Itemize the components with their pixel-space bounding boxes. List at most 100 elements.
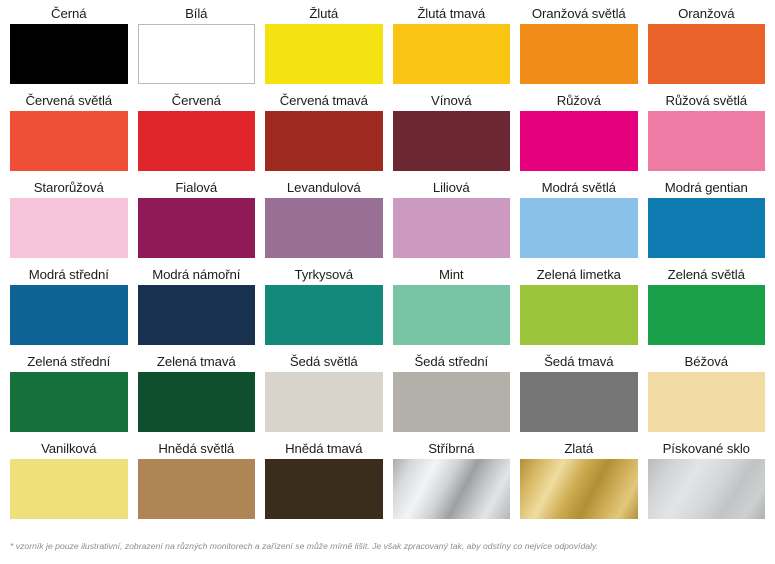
swatch-label: Šedá tmavá — [544, 354, 614, 369]
swatch-label: Oranžová světlá — [531, 6, 626, 21]
swatch-label: Hnědá tmavá — [285, 441, 363, 456]
swatch-chip[interactable] — [10, 459, 128, 519]
swatch-cell[interactable]: Červená — [137, 91, 255, 178]
swatch-cell[interactable]: Zelená tmavá — [137, 352, 255, 439]
swatch-chip[interactable] — [10, 372, 128, 432]
swatch-chip[interactable] — [520, 459, 638, 519]
swatch-cell[interactable]: Hnědá tmavá — [265, 439, 383, 526]
swatch-chip[interactable] — [647, 24, 765, 84]
swatch-cell[interactable]: Růžová světlá — [647, 91, 765, 178]
swatch-label: Zelená střední — [27, 354, 111, 369]
swatch-cell[interactable]: Červená tmavá — [265, 91, 383, 178]
swatch-chip[interactable] — [10, 111, 128, 171]
swatch-chip[interactable] — [137, 111, 255, 171]
swatch-cell[interactable]: Růžová — [520, 91, 638, 178]
swatch-chip[interactable] — [10, 24, 128, 84]
swatch-cell[interactable]: Fialová — [137, 178, 255, 265]
swatch-chip[interactable] — [647, 198, 765, 258]
swatch-chip[interactable] — [265, 24, 383, 84]
swatch-chip[interactable] — [392, 24, 510, 84]
swatch-label: Fialová — [175, 180, 218, 195]
swatch-chip[interactable] — [137, 372, 255, 432]
swatch-cell[interactable]: Liliová — [392, 178, 510, 265]
swatch-chip[interactable] — [520, 198, 638, 258]
swatch-label: Modrá námořní — [152, 267, 241, 282]
swatch-chip[interactable] — [265, 111, 383, 171]
swatch-cell[interactable]: Modrá gentian — [647, 178, 765, 265]
swatch-cell[interactable]: Mint — [392, 265, 510, 352]
swatch-cell[interactable]: Šedá tmavá — [520, 352, 638, 439]
swatch-cell[interactable]: Modrá světlá — [520, 178, 638, 265]
swatch-label: Zlatá — [564, 441, 594, 456]
footnote-disclaimer: * vzorník je pouze ilustrativní, zobraze… — [10, 541, 599, 551]
swatch-cell[interactable]: Oranžová — [647, 4, 765, 91]
swatch-cell[interactable]: Hnědá světlá — [137, 439, 255, 526]
swatch-label: Žlutá — [309, 6, 339, 21]
swatch-cell[interactable]: Bílá — [137, 4, 255, 91]
swatch-label: Vanilková — [41, 441, 97, 456]
swatch-chip[interactable] — [520, 111, 638, 171]
swatch-label: Červená světlá — [25, 93, 113, 108]
swatch-label: Růžová — [556, 93, 601, 108]
swatch-cell[interactable]: Vanilková — [10, 439, 128, 526]
swatch-cell[interactable]: Červená světlá — [10, 91, 128, 178]
swatch-chip[interactable] — [647, 372, 765, 432]
swatch-chip[interactable] — [265, 459, 383, 519]
swatch-cell[interactable]: Šedá střední — [392, 352, 510, 439]
swatch-chip[interactable] — [392, 459, 510, 519]
swatch-label: Bílá — [185, 6, 208, 21]
swatch-cell[interactable]: Vínová — [392, 91, 510, 178]
swatch-chip[interactable] — [10, 198, 128, 258]
swatch-cell[interactable]: Zlatá — [520, 439, 638, 526]
swatch-chip[interactable] — [520, 372, 638, 432]
swatch-chip[interactable] — [265, 198, 383, 258]
swatch-cell[interactable]: Tyrkysová — [265, 265, 383, 352]
swatch-label: Liliová — [432, 180, 470, 195]
swatch-cell[interactable]: Modrá námořní — [137, 265, 255, 352]
swatch-chip[interactable] — [137, 459, 255, 519]
swatch-label: Zelená limetka — [536, 267, 621, 282]
swatch-chip[interactable] — [647, 111, 765, 171]
swatch-cell[interactable]: Černá — [10, 4, 128, 91]
swatch-label: Žlutá tmavá — [417, 6, 486, 21]
swatch-chip[interactable] — [647, 459, 765, 519]
swatch-cell[interactable]: Starorůžová — [10, 178, 128, 265]
swatch-label: Starorůžová — [33, 180, 104, 195]
swatch-cell[interactable]: Žlutá — [265, 4, 383, 91]
swatch-label: Pískované sklo — [662, 441, 750, 456]
swatch-chip[interactable] — [137, 24, 255, 84]
swatch-cell[interactable]: Zelená střední — [10, 352, 128, 439]
swatch-label: Růžová světlá — [665, 93, 748, 108]
swatch-cell[interactable]: Pískované sklo — [647, 439, 765, 526]
swatch-chip[interactable] — [265, 285, 383, 345]
swatch-chip[interactable] — [392, 285, 510, 345]
swatch-label: Modrá gentian — [664, 180, 748, 195]
swatch-cell[interactable]: Modrá střední — [10, 265, 128, 352]
swatch-chip[interactable] — [137, 285, 255, 345]
swatch-chip[interactable] — [392, 372, 510, 432]
swatch-chip[interactable] — [520, 285, 638, 345]
swatch-cell[interactable]: Žlutá tmavá — [392, 4, 510, 91]
swatch-chip[interactable] — [392, 198, 510, 258]
swatch-chip[interactable] — [520, 24, 638, 84]
swatch-chip[interactable] — [647, 285, 765, 345]
swatch-cell[interactable]: Zelená limetka — [520, 265, 638, 352]
swatch-chip[interactable] — [137, 198, 255, 258]
swatch-label: Tyrkysová — [294, 267, 354, 282]
swatch-chip[interactable] — [10, 285, 128, 345]
swatch-label: Hnědá světlá — [158, 441, 235, 456]
swatch-label: Šedá střední — [414, 354, 489, 369]
swatch-cell[interactable]: Zelená světlá — [647, 265, 765, 352]
swatch-chip[interactable] — [392, 111, 510, 171]
swatch-label: Šedá světlá — [289, 354, 358, 369]
swatch-label: Červená tmavá — [279, 93, 368, 108]
swatch-cell[interactable]: Béžová — [647, 352, 765, 439]
swatch-grid: Černá Bílá Žlutá Žlutá tmavá Oranžová světlá… — [10, 4, 765, 526]
swatch-label: Modrá světlá — [541, 180, 616, 195]
swatch-cell[interactable]: Oranžová světlá — [520, 4, 638, 91]
swatch-cell[interactable]: Šedá světlá — [265, 352, 383, 439]
swatch-cell[interactable]: Stříbrná — [392, 439, 510, 526]
swatch-cell[interactable]: Levandulová — [265, 178, 383, 265]
swatch-chip[interactable] — [265, 372, 383, 432]
